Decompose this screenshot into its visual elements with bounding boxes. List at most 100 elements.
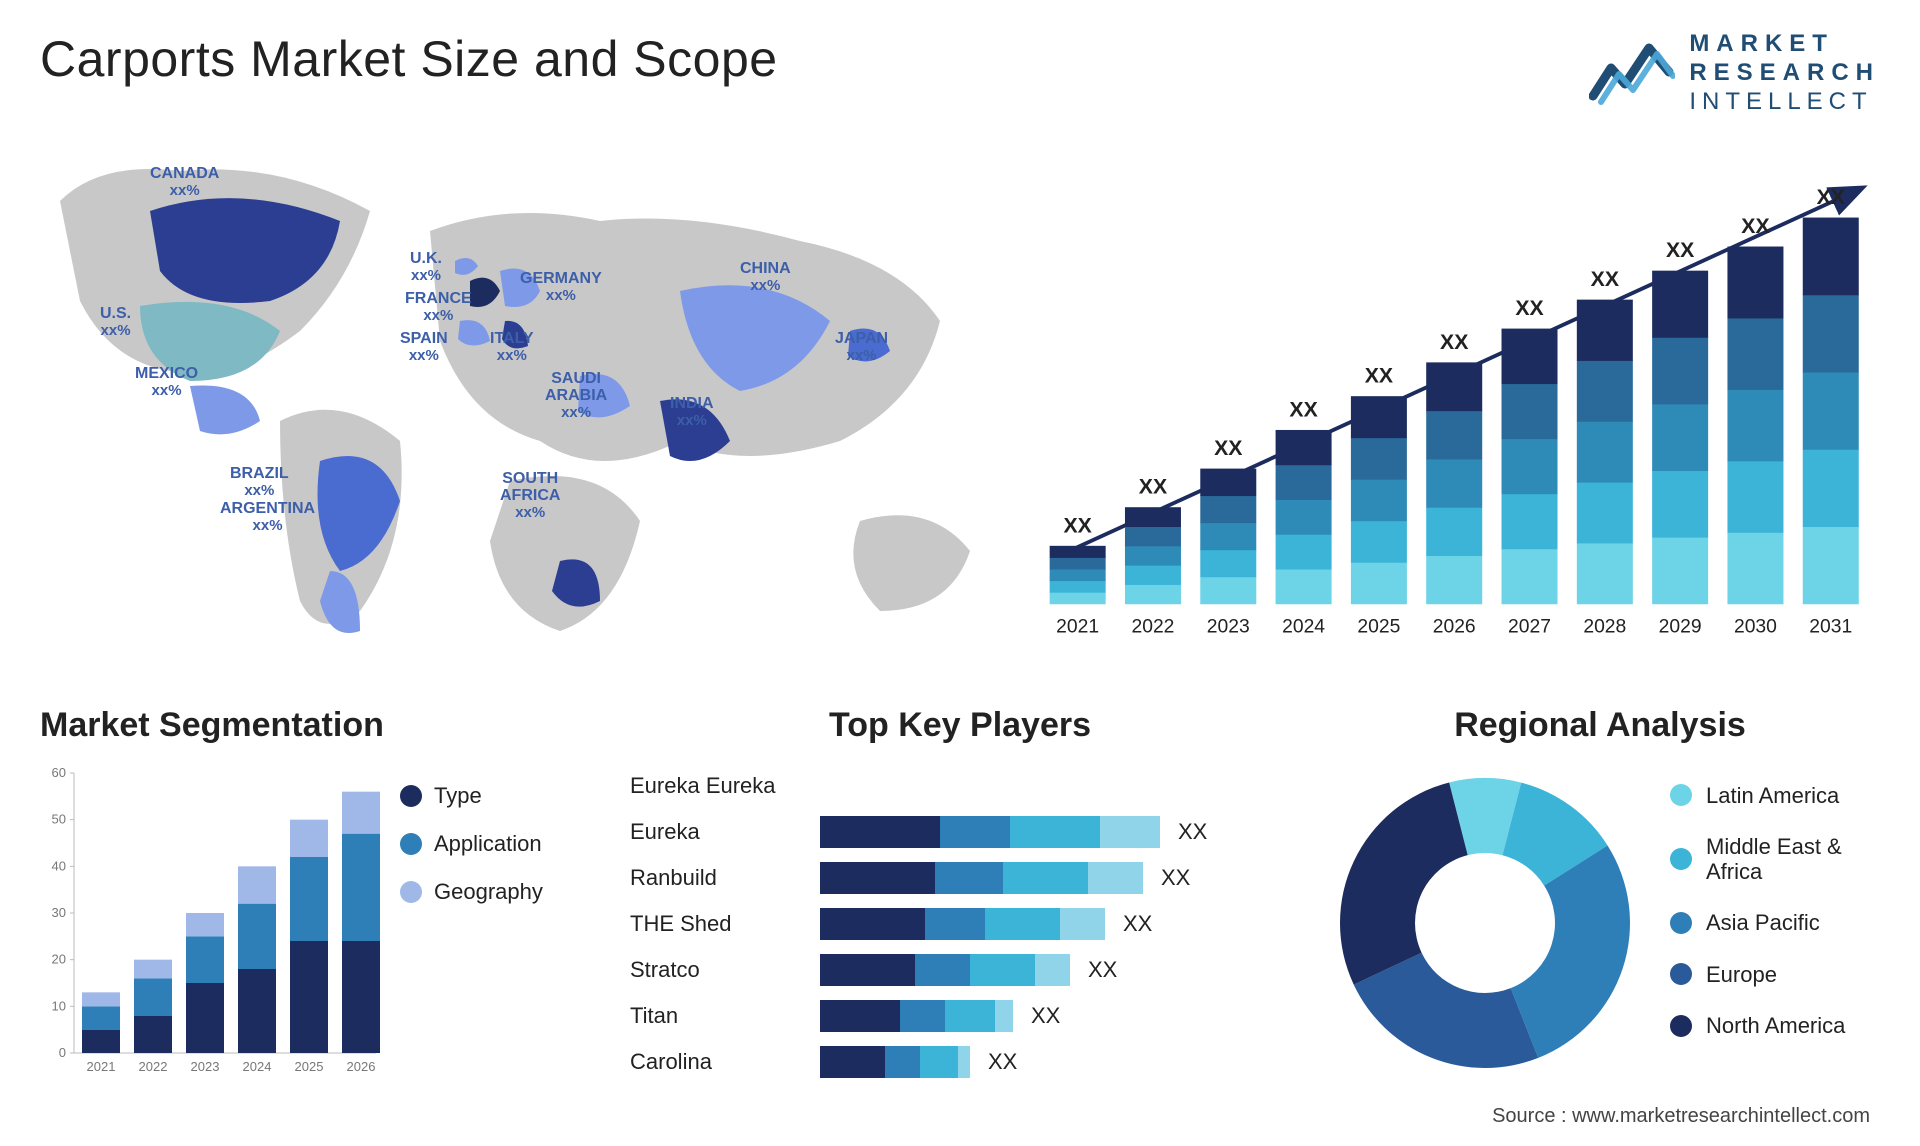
player-name: THE Shed	[630, 901, 820, 947]
page-title: Carports Market Size and Scope	[40, 30, 778, 88]
map-label: U.K.xx%	[410, 251, 442, 285]
svg-text:XX: XX	[1440, 330, 1468, 354]
svg-text:XX: XX	[1817, 185, 1845, 209]
legend-item: Type	[400, 783, 600, 809]
svg-text:2021: 2021	[87, 1059, 116, 1074]
map-label: BRAZILxx%	[230, 466, 289, 500]
map-label: GERMANYxx%	[520, 271, 602, 305]
map-label: SPAINxx%	[400, 331, 448, 365]
svg-text:20: 20	[52, 952, 66, 967]
map-label: INDIAxx%	[670, 396, 714, 430]
legend-item: Europe	[1670, 962, 1880, 987]
player-name: Stratco	[630, 947, 820, 993]
player-bar-row: XX	[820, 809, 1290, 855]
forecast-chart: XX 2021 XX 2022 XX 2023 XX 2024 XX 2025 XX 2026 XX 20…	[1040, 136, 1880, 666]
svg-text:2025: 2025	[1357, 617, 1400, 638]
svg-text:40: 40	[52, 859, 66, 874]
svg-text:2029: 2029	[1659, 617, 1702, 638]
logo-line3: INTELLECT	[1689, 88, 1880, 117]
svg-text:XX: XX	[1139, 475, 1167, 499]
svg-text:2022: 2022	[139, 1059, 168, 1074]
players-bars-chart: XXXXXXXXXXXX	[820, 763, 1290, 1085]
player-value: XX	[1161, 865, 1190, 891]
svg-text:XX: XX	[1515, 296, 1543, 320]
svg-text:XX: XX	[1591, 267, 1619, 291]
map-label: U.S.xx%	[100, 306, 131, 340]
svg-text:2023: 2023	[191, 1059, 220, 1074]
svg-text:30: 30	[52, 905, 66, 920]
svg-text:XX: XX	[1741, 214, 1769, 238]
map-label: ITALYxx%	[490, 331, 534, 365]
svg-text:2023: 2023	[1207, 617, 1250, 638]
svg-text:XX: XX	[1214, 436, 1242, 460]
svg-text:2025: 2025	[295, 1059, 324, 1074]
segmentation-panel: Market Segmentation 0 10 20 30 40 50 60 2021 202…	[40, 706, 600, 1106]
svg-text:2026: 2026	[347, 1059, 376, 1074]
map-label: SOUTHAFRICAxx%	[500, 471, 560, 521]
player-bar-row: XX	[820, 901, 1290, 947]
world-map-panel: CANADAxx% U.S.xx%MEXICOxx% BRAZILxx%ARGENT…	[40, 136, 1000, 666]
players-names: Eureka EurekaEurekaRanbuildTHE ShedStrat…	[630, 763, 820, 1085]
svg-text:2028: 2028	[1583, 617, 1626, 638]
legend-item: North America	[1670, 1013, 1880, 1038]
players-panel: Top Key Players Eureka EurekaEurekaRanbu…	[630, 706, 1290, 1106]
segmentation-legend: Type Application Geography	[380, 763, 600, 1083]
svg-text:2030: 2030	[1734, 617, 1777, 638]
map-label: SAUDIARABIAxx%	[545, 371, 607, 421]
svg-text:0: 0	[59, 1045, 66, 1060]
logo: MARKET RESEARCH INTELLECT	[1589, 30, 1880, 116]
map-label: ARGENTINAxx%	[220, 501, 315, 535]
segmentation-chart: 0 10 20 30 40 50 60 2021 2022 2023 2024 2025 2026	[40, 763, 380, 1083]
legend-item: Application	[400, 831, 600, 857]
player-value: XX	[1088, 957, 1117, 983]
legend-item: Latin America	[1670, 783, 1880, 808]
svg-text:2021: 2021	[1056, 617, 1099, 638]
player-value: XX	[1178, 819, 1207, 845]
player-bar-row: XX	[820, 1039, 1290, 1085]
svg-text:2031: 2031	[1809, 617, 1852, 638]
player-name: Carolina	[630, 1039, 820, 1085]
player-value: XX	[988, 1049, 1017, 1075]
source-label: Source : www.marketresearchintellect.com	[1492, 1105, 1870, 1128]
svg-text:50: 50	[52, 812, 66, 827]
svg-text:XX: XX	[1289, 398, 1317, 422]
svg-text:60: 60	[52, 765, 66, 780]
svg-text:XX: XX	[1365, 364, 1393, 388]
svg-text:2024: 2024	[243, 1059, 272, 1074]
player-name: Titan	[630, 993, 820, 1039]
legend-item: Middle East &Africa	[1670, 834, 1880, 885]
map-label: CANADAxx%	[150, 166, 219, 200]
world-map-icon	[40, 136, 1000, 666]
map-label: JAPANxx%	[835, 331, 888, 365]
regional-legend: Latin America Middle East &Africa Asia Pac…	[1650, 783, 1880, 1065]
player-bar-row: XX	[820, 855, 1290, 901]
svg-text:2022: 2022	[1131, 617, 1174, 638]
players-title: Top Key Players	[630, 706, 1290, 745]
regional-title: Regional Analysis	[1320, 706, 1880, 745]
player-name: Ranbuild	[630, 855, 820, 901]
svg-text:10: 10	[52, 999, 66, 1014]
segmentation-title: Market Segmentation	[40, 706, 600, 745]
player-bar-row: XX	[820, 947, 1290, 993]
logo-line2: RESEARCH	[1689, 59, 1880, 88]
player-value: XX	[1123, 911, 1152, 937]
player-value: XX	[1031, 1003, 1060, 1029]
map-label: CHINAxx%	[740, 261, 791, 295]
regional-panel: Regional Analysis Latin America Middle Ea…	[1320, 706, 1880, 1106]
svg-text:XX: XX	[1063, 514, 1091, 538]
map-label: FRANCExx%	[405, 291, 472, 325]
map-label: MEXICOxx%	[135, 366, 198, 400]
player-name: Eureka	[630, 809, 820, 855]
player-bar-row	[820, 763, 1290, 809]
legend-item: Asia Pacific	[1670, 910, 1880, 935]
svg-text:XX: XX	[1666, 239, 1694, 263]
legend-item: Geography	[400, 879, 600, 905]
player-bar-row: XX	[820, 993, 1290, 1039]
svg-text:2024: 2024	[1282, 617, 1325, 638]
logo-line1: MARKET	[1689, 30, 1880, 59]
logo-icon	[1589, 38, 1675, 108]
regional-donut-chart	[1320, 773, 1650, 1073]
svg-text:2027: 2027	[1508, 617, 1551, 638]
player-name: Eureka Eureka	[630, 763, 820, 809]
svg-text:2026: 2026	[1433, 617, 1476, 638]
